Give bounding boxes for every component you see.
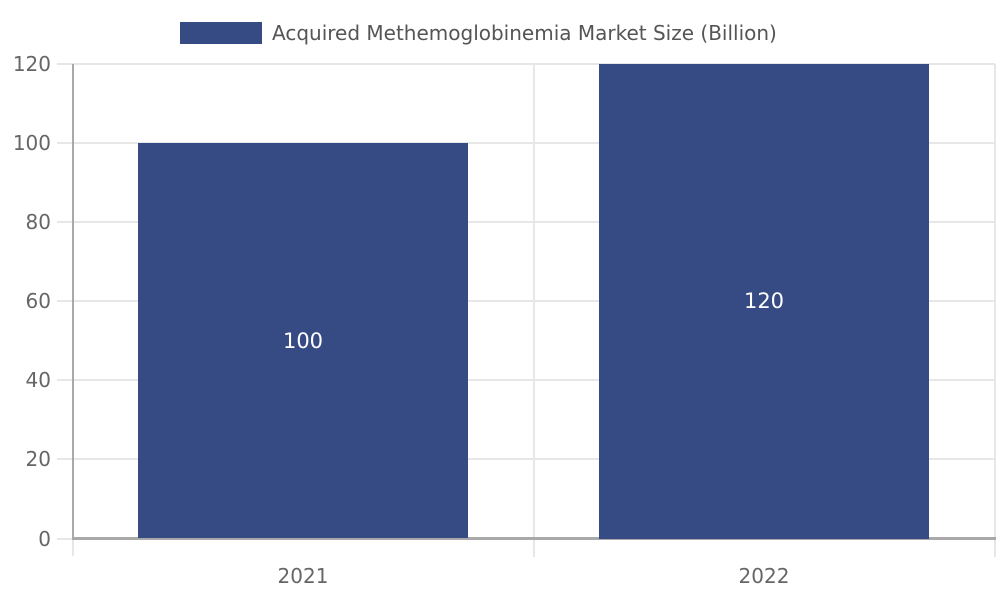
bar-value-label: 100 [282,328,324,353]
bar [138,142,468,539]
y-tick-label: 0 [38,526,51,551]
gridline-horizontal [56,141,995,144]
legend-swatch [180,22,262,44]
y-tick-label: 100 [12,130,51,155]
gridline-horizontal [56,379,995,382]
y-tick-label: 40 [25,368,51,393]
bar-value-label: 120 [743,289,785,313]
y-axis-bottom-tick [71,540,74,556]
x-tick-label: 2021 [277,564,329,588]
y-tick-label: 80 [25,209,51,234]
y-tick-label: 60 [25,289,51,313]
bar [599,63,929,539]
x-tick-label: 2022 [738,564,790,588]
y-axis-line [71,63,74,540]
legend: Acquired Methemoglobinemia Market Size (… [180,21,777,45]
gridline-vertical [532,63,535,557]
gridline-horizontal [56,62,995,65]
gridline-horizontal [56,220,995,223]
gridline-horizontal [56,300,995,302]
y-tick-label: 120 [12,51,51,76]
gridline-horizontal [56,458,995,461]
x-axis-line [71,537,996,540]
legend-label: Acquired Methemoglobinemia Market Size (… [272,21,777,45]
y-tick-label: 20 [25,447,51,472]
gridline-vertical [993,63,996,557]
y-tick [56,537,73,540]
